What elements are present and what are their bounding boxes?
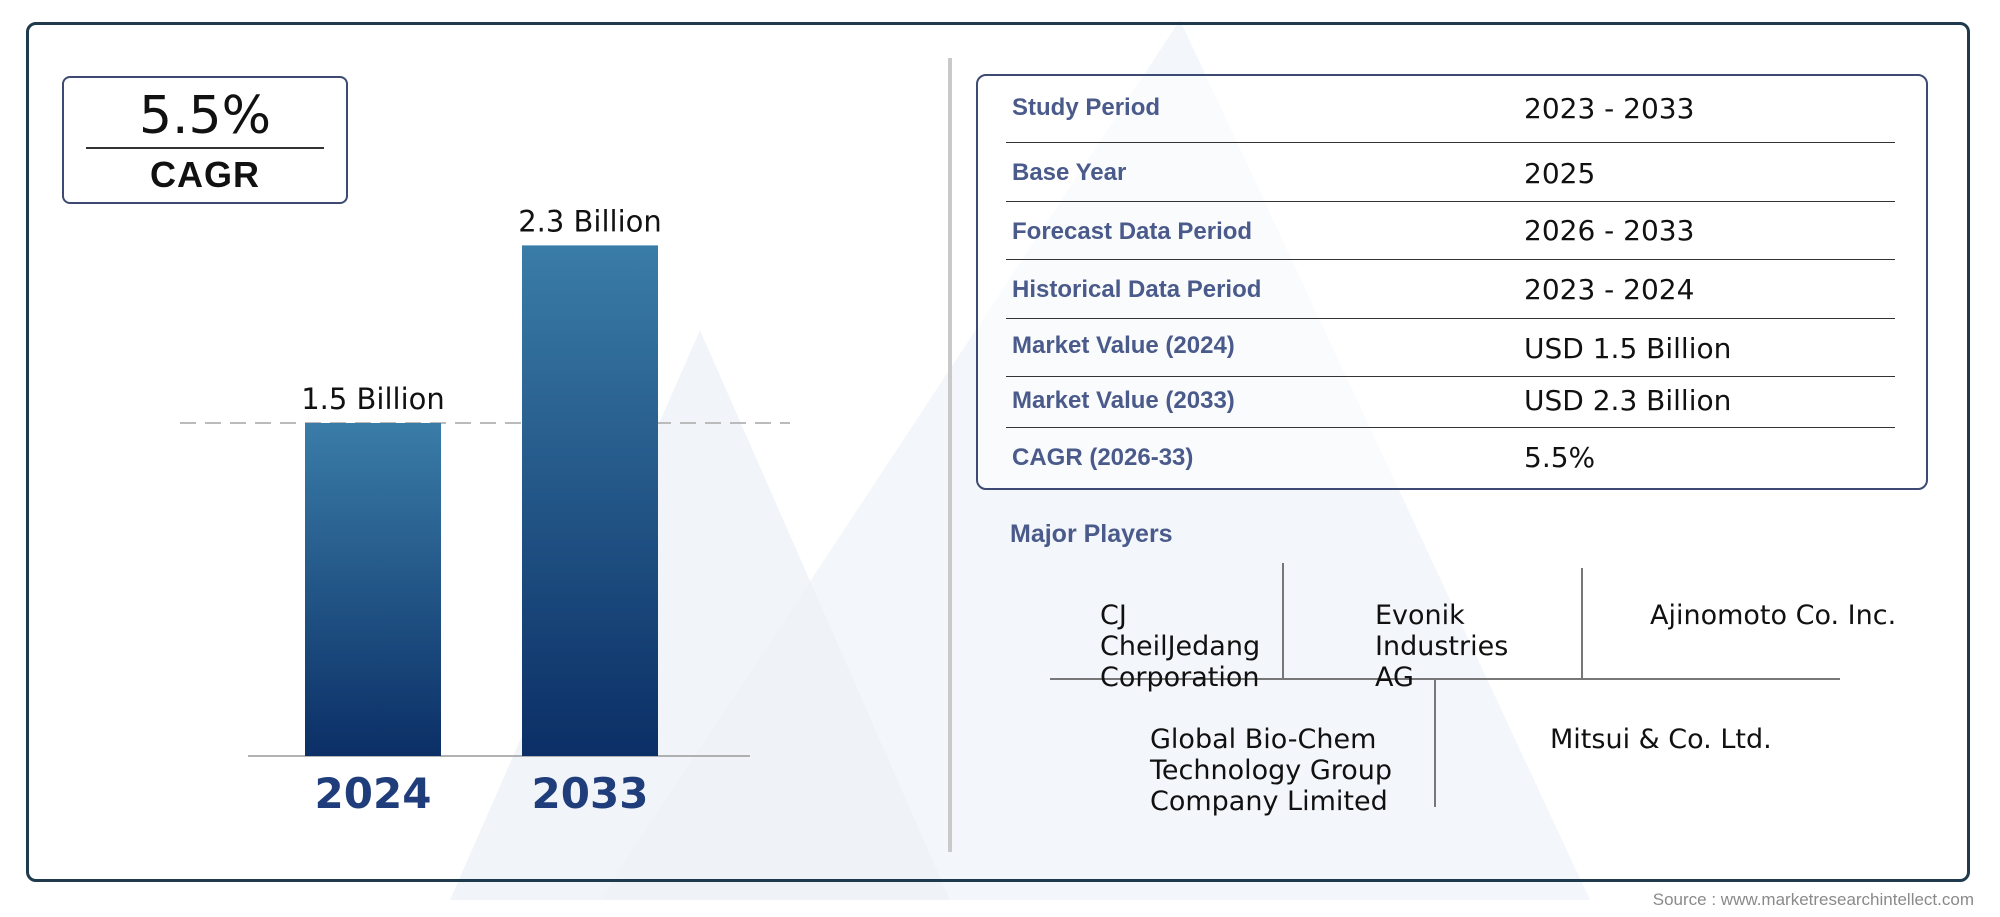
info-value: 2023 - 2033 bbox=[1524, 92, 1695, 125]
info-label: Base Year bbox=[1012, 159, 1127, 186]
data-label-2024: 1.5 Billion bbox=[301, 382, 445, 416]
info-label: Forecast Data Period bbox=[1012, 218, 1253, 245]
info-value: USD 1.5 Billion bbox=[1524, 332, 1732, 365]
players-vertical-divider bbox=[1282, 563, 1284, 678]
bar-2033 bbox=[522, 245, 658, 756]
player-name-line: Industries bbox=[1375, 631, 1509, 662]
source-credit: Source : www.marketresearchintellect.com bbox=[1652, 890, 1974, 909]
player-name-line: Evonik bbox=[1375, 600, 1465, 631]
player-name-line: Company Limited bbox=[1150, 786, 1388, 817]
player-global-bio-chem: Global Bio-Chem Technology Group Company… bbox=[1150, 724, 1392, 817]
info-row-study-period: Study Period 2023 - 2033 bbox=[1006, 76, 1895, 143]
vertical-divider bbox=[948, 58, 952, 852]
info-value: USD 2.3 Billion bbox=[1524, 384, 1732, 417]
cagr-badge: 5.5% CAGR bbox=[62, 76, 348, 204]
players-horizontal-divider bbox=[1050, 678, 1840, 680]
info-value: 2026 - 2033 bbox=[1524, 214, 1695, 247]
market-info-table: Study Period 2023 - 2033 Base Year 2025 … bbox=[976, 74, 1928, 490]
info-value: 5.5% bbox=[1524, 441, 1596, 474]
cagr-value: 5.5% bbox=[138, 86, 272, 146]
infographic-frame bbox=[26, 22, 1970, 882]
info-row-market-value-2033: Market Value (2033) USD 2.3 Billion bbox=[1006, 377, 1895, 428]
player-name-line: Global Bio-Chem bbox=[1150, 724, 1377, 755]
players-vertical-divider bbox=[1581, 568, 1583, 678]
player-name-line: CheilJedang bbox=[1100, 631, 1261, 662]
category-label-2033: 2033 bbox=[532, 769, 649, 818]
cagr-label: CAGR bbox=[150, 154, 260, 195]
info-value: 2025 bbox=[1524, 157, 1596, 190]
info-row-base-year: Base Year 2025 bbox=[1006, 143, 1895, 202]
info-label: Historical Data Period bbox=[1012, 276, 1262, 303]
player-name-line: Ajinomoto Co. Inc. bbox=[1650, 600, 1897, 631]
major-players-title: Major Players bbox=[1010, 520, 1173, 548]
data-label-2033: 2.3 Billion bbox=[518, 204, 662, 238]
player-name-line: Mitsui & Co. Ltd. bbox=[1550, 724, 1772, 755]
players-vertical-divider bbox=[1434, 680, 1436, 807]
info-row-cagr: CAGR (2026-33) 5.5% bbox=[1006, 428, 1895, 488]
info-label: Market Value (2024) bbox=[1012, 332, 1235, 359]
info-label: CAGR (2026-33) bbox=[1012, 444, 1194, 471]
player-name-line: Corporation bbox=[1100, 662, 1260, 693]
info-value: 2023 - 2024 bbox=[1524, 273, 1695, 306]
info-row-market-value-2024: Market Value (2024) USD 1.5 Billion bbox=[1006, 319, 1895, 377]
category-label-2024: 2024 bbox=[315, 769, 432, 818]
info-label: Market Value (2033) bbox=[1012, 387, 1235, 414]
player-name-line: AG bbox=[1375, 662, 1414, 693]
player-mitsui: Mitsui & Co. Ltd. bbox=[1550, 724, 1772, 755]
market-size-bar-chart: 1.5 Billion 2.3 Billion 2024 2033 bbox=[180, 204, 790, 818]
player-name-line: CJ bbox=[1100, 600, 1127, 631]
info-label: Study Period bbox=[1012, 94, 1161, 121]
player-cj-cheiljedang: CJ CheilJedang Corporation bbox=[1100, 600, 1260, 693]
info-row-forecast-period: Forecast Data Period 2026 - 2033 bbox=[1006, 202, 1895, 260]
player-evonik: Evonik Industries AG bbox=[1375, 600, 1508, 693]
info-row-historical-period: Historical Data Period 2023 - 2024 bbox=[1006, 260, 1895, 319]
bar-2024 bbox=[305, 423, 441, 756]
player-ajinomoto: Ajinomoto Co. Inc. bbox=[1650, 600, 1896, 631]
player-name-line: Technology Group bbox=[1150, 755, 1393, 786]
cagr-divider bbox=[86, 147, 324, 149]
